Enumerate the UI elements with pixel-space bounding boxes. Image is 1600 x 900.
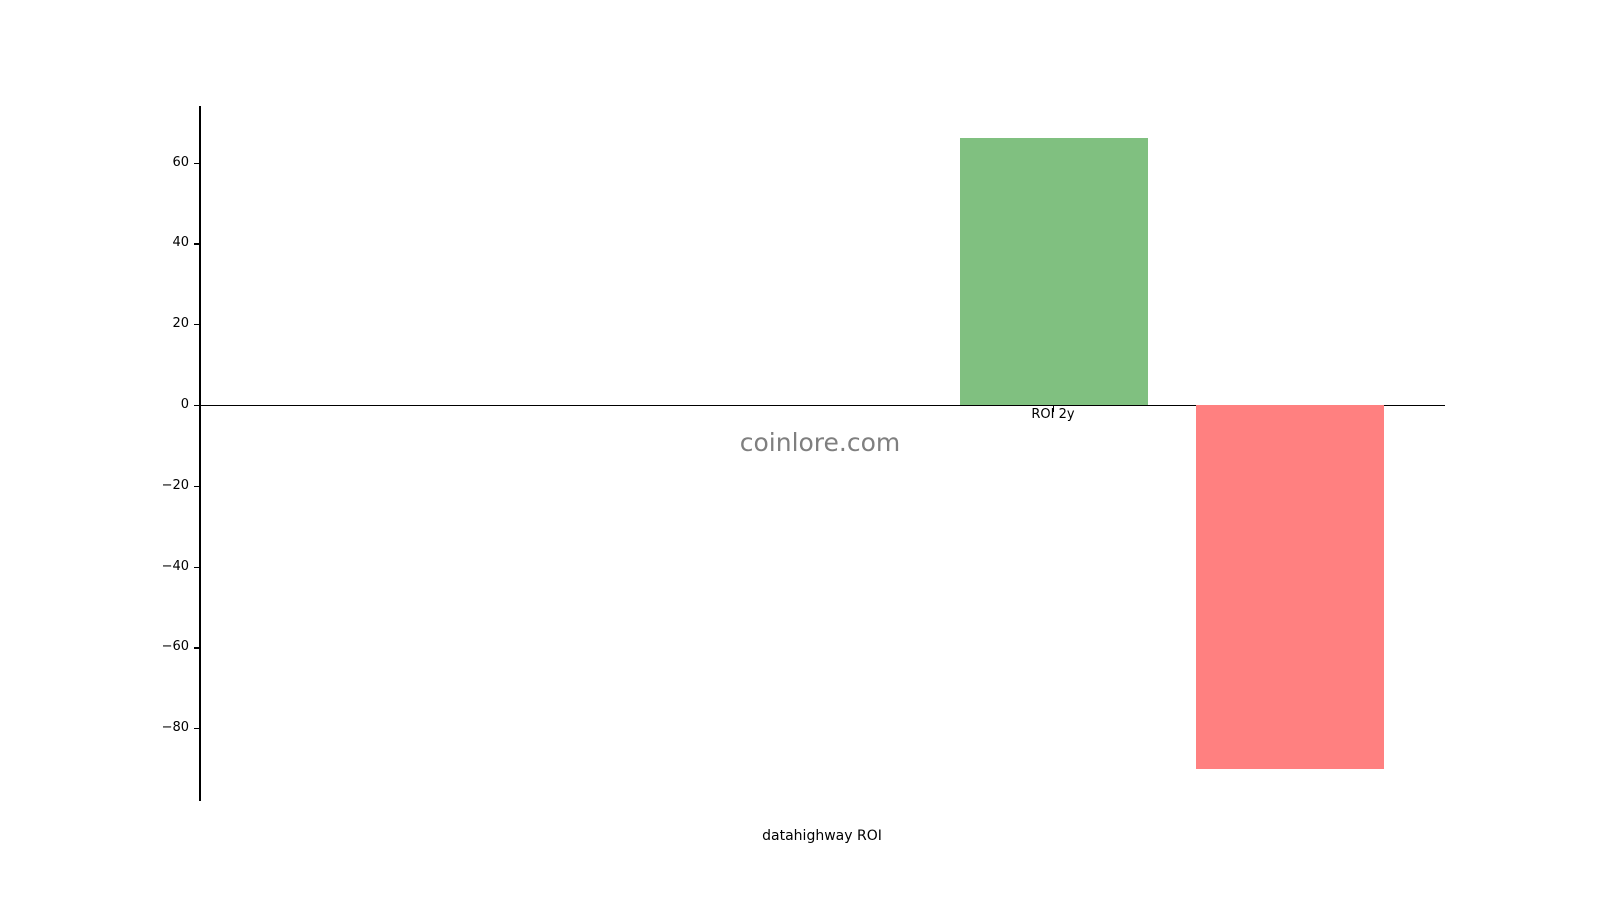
- x-axis-title: datahighway ROI: [762, 828, 882, 844]
- y-tick-mark: [194, 324, 199, 326]
- y-axis-line: [199, 106, 201, 801]
- y-tick-label: 60: [172, 154, 189, 170]
- y-tick-label: 40: [172, 235, 189, 251]
- y-tick-mark: [194, 647, 199, 649]
- y-tick-label: −80: [161, 720, 189, 736]
- y-tick-mark: [194, 243, 199, 245]
- y-tick-label: −40: [161, 558, 189, 574]
- y-tick-mark: [194, 728, 199, 730]
- watermark: coinlore.com: [739, 428, 901, 457]
- y-tick-label: 20: [172, 316, 189, 332]
- x-tick-label-roi-2y: ROI 2y: [1031, 407, 1075, 422]
- y-tick-mark: [194, 566, 199, 568]
- y-tick-mark: [194, 162, 199, 164]
- y-tick-mark: [194, 405, 199, 407]
- bar-roi-2y: [960, 138, 1148, 405]
- y-tick-label: 0: [180, 397, 189, 412]
- x-axis-zero-line: [199, 405, 1445, 407]
- y-tick-mark: [194, 485, 199, 487]
- y-tick-label: −20: [161, 477, 189, 493]
- y-tick-label: −60: [161, 639, 189, 655]
- bar-unlabeled: [1196, 405, 1384, 769]
- x-tick-mark: [1053, 405, 1055, 412]
